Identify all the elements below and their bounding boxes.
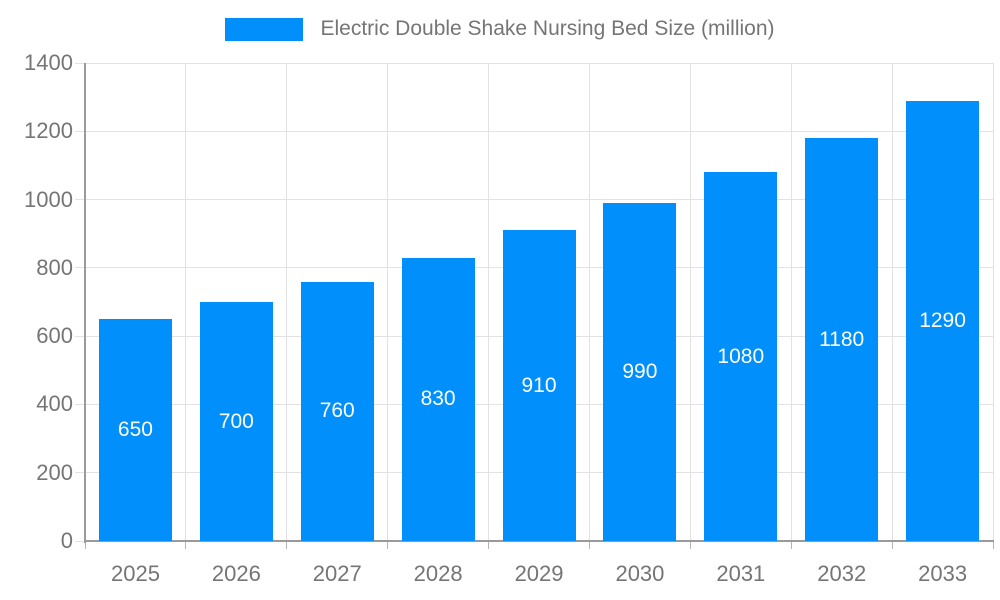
x-axis-label: 2029 — [514, 561, 564, 586]
x-axis-label: 2028 — [413, 561, 463, 586]
bar-value-label: 700 — [218, 409, 254, 433]
bar[interactable] — [805, 138, 879, 541]
legend-label: Electric Double Shake Nursing Bed Size (… — [320, 17, 775, 40]
y-tick — [75, 335, 85, 337]
y-tick — [75, 403, 85, 405]
y-tick — [75, 62, 85, 64]
y-tick — [75, 199, 85, 201]
bar[interactable] — [704, 172, 778, 541]
bar[interactable] — [98, 319, 172, 541]
bar-value-label: 830 — [420, 387, 456, 411]
y-axis-line — [84, 63, 86, 543]
x-axis-label: 2030 — [615, 561, 665, 586]
x-tick — [185, 541, 187, 549]
y-tick — [75, 130, 85, 132]
x-gridline — [891, 63, 893, 541]
legend-swatch — [225, 17, 304, 41]
bar[interactable] — [199, 302, 273, 541]
y-tick — [75, 267, 85, 269]
bar-value-label: 990 — [622, 359, 658, 383]
chart-legend: Electric Double Shake Nursing Bed Size (… — [0, 17, 1000, 41]
x-tick — [488, 541, 490, 549]
y-gridline — [85, 199, 993, 201]
bar-value-label: 1290 — [919, 308, 966, 332]
bar-value-label: 650 — [117, 418, 153, 442]
y-tick — [75, 472, 85, 474]
x-axis-label: 2026 — [211, 561, 261, 586]
x-tick — [387, 541, 389, 549]
x-tick — [84, 541, 86, 549]
bar[interactable] — [603, 202, 677, 541]
y-gridline — [85, 130, 993, 132]
x-axis-label: 2033 — [918, 561, 968, 586]
x-gridline — [488, 63, 490, 541]
bar-value-label: 1180 — [819, 327, 865, 351]
x-tick — [286, 541, 288, 549]
bar[interactable] — [300, 281, 374, 541]
x-tick — [891, 541, 893, 549]
bar-value-label: 760 — [319, 399, 355, 423]
x-axis-line — [84, 540, 994, 542]
y-axis-label: 200 — [36, 459, 73, 485]
x-gridline — [185, 63, 187, 541]
y-axis-label: 1400 — [24, 50, 73, 75]
bar[interactable] — [502, 230, 576, 541]
x-axis-label: 2025 — [111, 561, 160, 586]
x-tick — [689, 541, 691, 549]
y-axis-label: 1200 — [24, 118, 73, 144]
x-axis-label: 2032 — [817, 561, 867, 586]
y-tick — [75, 540, 85, 542]
y-gridline — [85, 62, 993, 64]
bar-value-label: 910 — [521, 373, 557, 397]
y-axis-label: 1000 — [24, 186, 73, 212]
x-tick — [588, 541, 590, 549]
x-gridline — [992, 63, 994, 541]
y-axis-label: 0 — [60, 528, 73, 553]
bar[interactable] — [401, 257, 475, 541]
x-axis-label: 2027 — [312, 561, 362, 586]
x-tick — [992, 541, 994, 549]
y-axis-label: 600 — [36, 323, 73, 349]
x-gridline — [286, 63, 288, 541]
y-axis-label: 800 — [36, 254, 73, 280]
x-axis-label: 2031 — [716, 561, 766, 586]
x-gridline — [588, 63, 590, 541]
bar[interactable] — [906, 100, 980, 541]
x-tick — [790, 541, 792, 549]
x-gridline — [790, 63, 792, 541]
x-gridline — [689, 63, 691, 541]
x-gridline — [387, 63, 389, 541]
y-axis-label: 400 — [36, 391, 73, 417]
bar-value-label: 1080 — [717, 344, 765, 368]
